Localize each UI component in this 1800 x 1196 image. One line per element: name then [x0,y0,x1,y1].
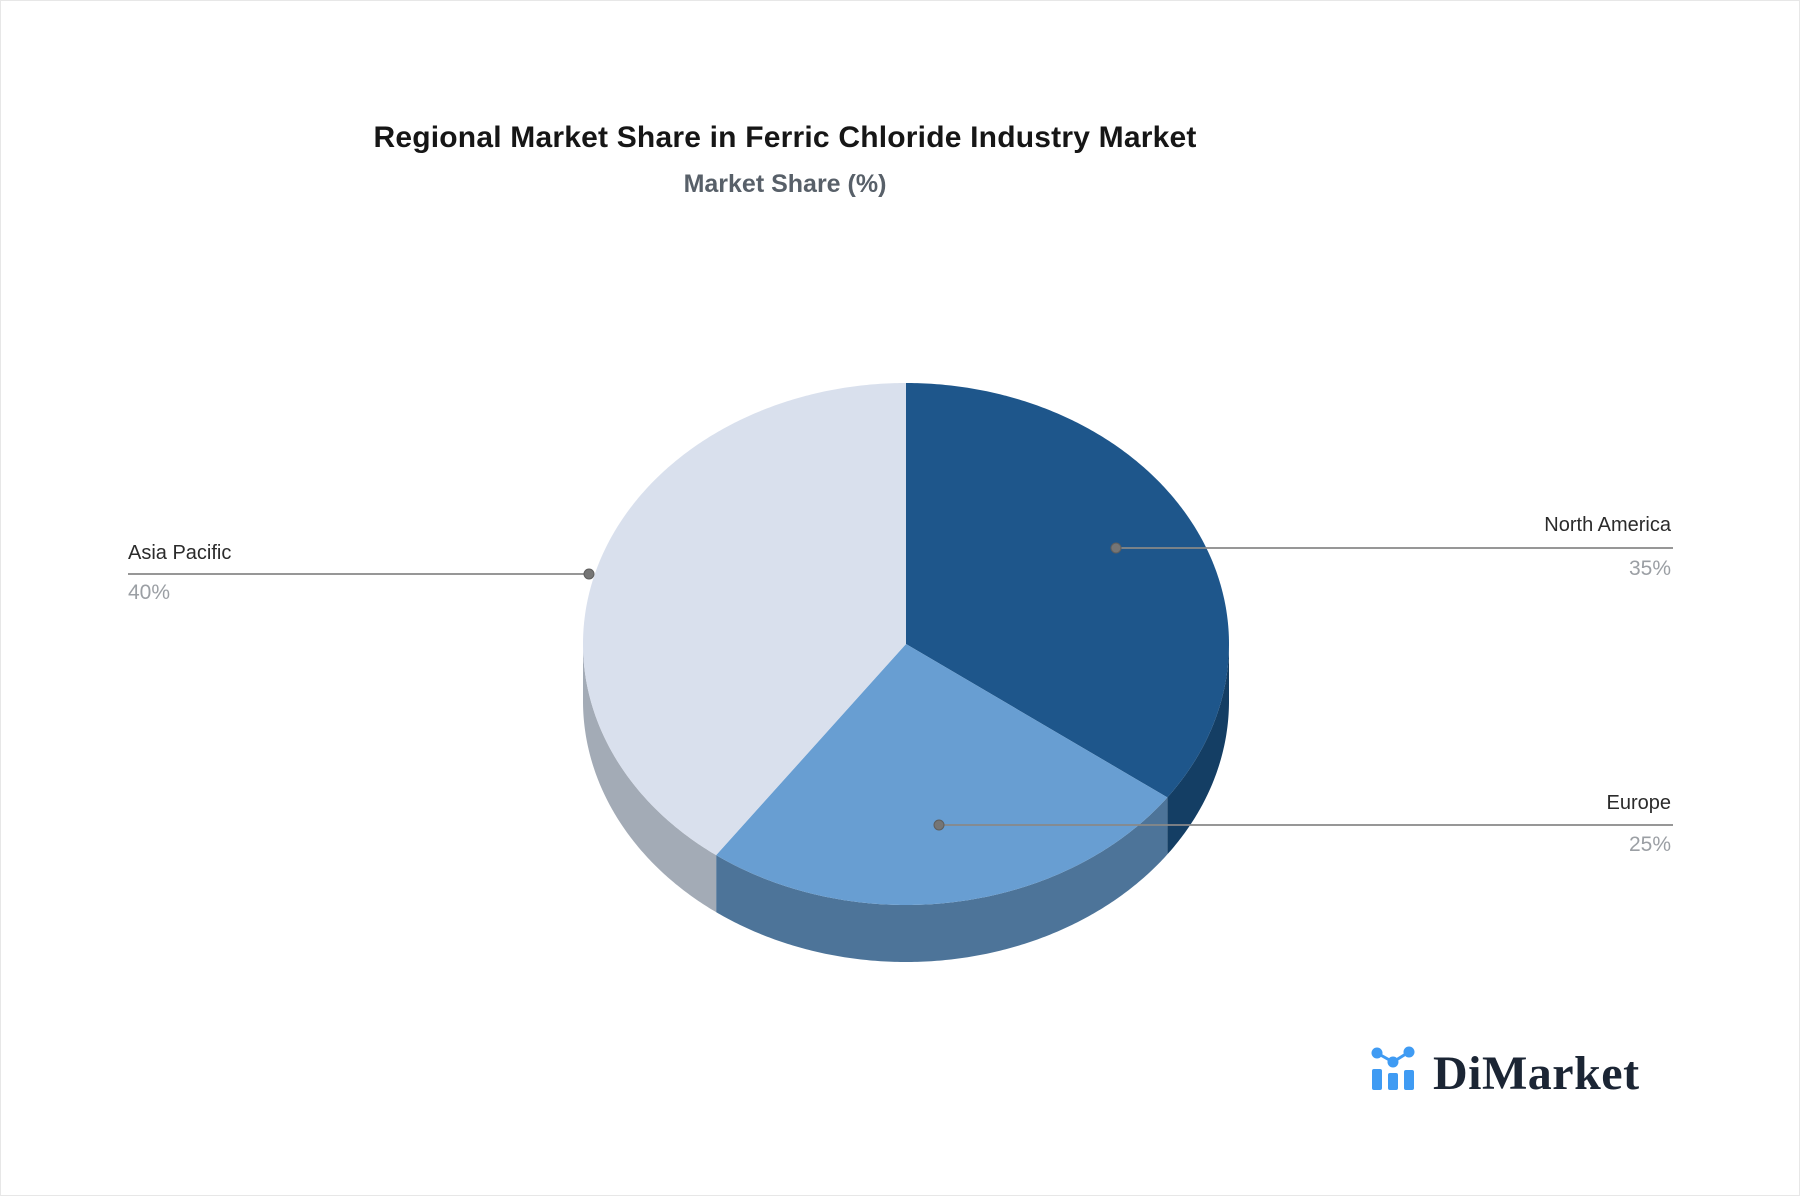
slice-label-percent: 35% [1628,557,1671,580]
pie-slice-europe[interactable] [716,644,1168,905]
slice-label-name: North America [1544,514,1671,536]
leader-dot-asia-pacific [583,568,595,580]
pie-slice-asia-pacific[interactable] [583,383,906,856]
slice-label-europe: Europe 25% [1607,791,1672,857]
leader-dot-north-america [1110,542,1122,554]
pie-slice-side-europe [716,797,1168,962]
dimarket-logo: DiMarket [1363,1041,1640,1098]
leader-dot-europe [933,819,945,831]
slice-label-asia-pacific: Asia Pacific 40% [128,541,231,605]
chart-subtitle: Market Share (%) [683,170,887,198]
dimarket-logo-text: DiMarket [1433,1047,1640,1100]
slice-label-percent: 40% [128,581,171,604]
chart-title: Regional Market Share in Ferric Chloride… [373,121,1197,154]
slice-label-name: Europe [1606,792,1672,814]
slice-label-north-america: North America 35% [1544,513,1671,581]
bar-chart-logo-icon [1371,1046,1415,1090]
pie-slice-side-asia-pacific [583,644,717,913]
pie-slice-side-north-america [1167,644,1229,855]
slice-label-name: Asia Pacific [128,542,232,564]
slice-label-percent: 25% [1628,833,1671,856]
pie-slice-north-america[interactable] [906,383,1229,798]
